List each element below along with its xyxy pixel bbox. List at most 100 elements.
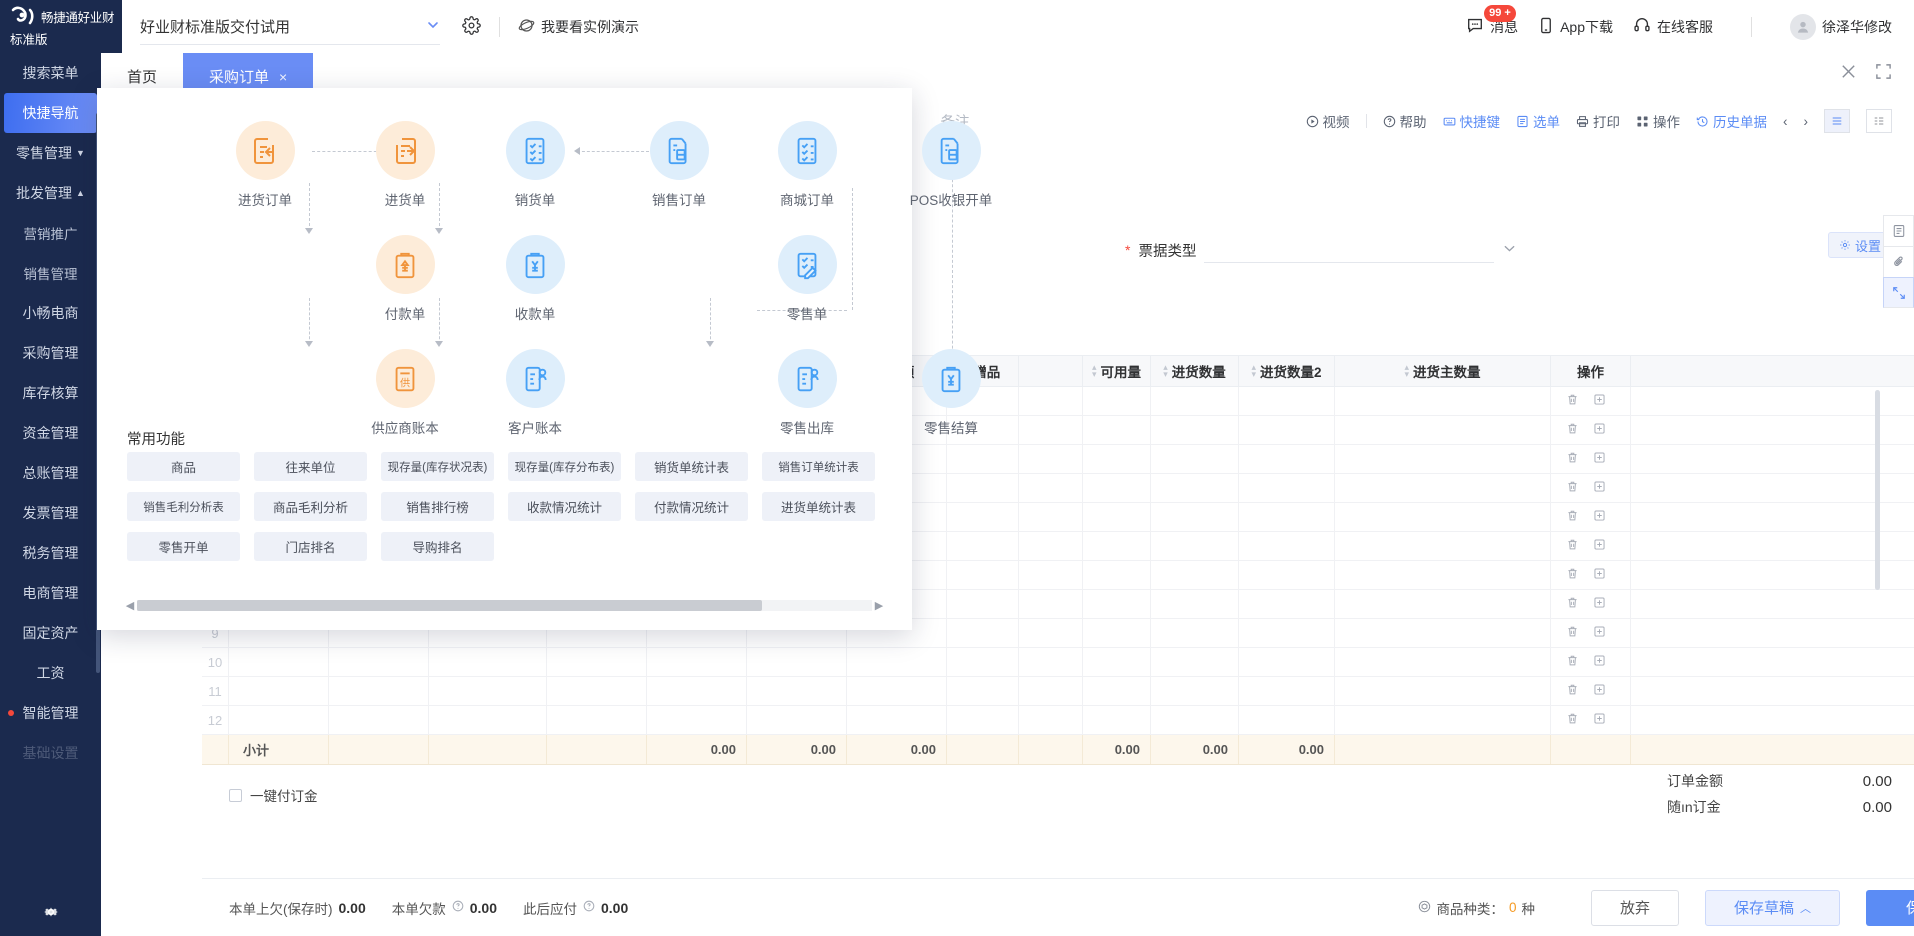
sidebar-item-search[interactable]: 搜索菜单 xyxy=(0,53,101,93)
grid-cell[interactable] xyxy=(1151,386,1239,416)
flow-node-pos[interactable]: POS收银开单 xyxy=(903,121,999,209)
sidebar-item-invoice[interactable]: 发票管理 xyxy=(0,493,101,533)
grid-cell[interactable] xyxy=(747,647,847,677)
flow-node-receipt[interactable]: 收款单 xyxy=(487,235,583,323)
grid-cell[interactable] xyxy=(329,705,429,735)
grid-cell[interactable] xyxy=(947,647,1019,677)
grid-cell[interactable] xyxy=(947,473,1019,503)
grid-cell[interactable] xyxy=(947,589,1019,619)
delete-icon[interactable] xyxy=(1566,567,1579,583)
grid-cell[interactable] xyxy=(847,647,947,677)
select-order-button[interactable]: 选单 xyxy=(1516,111,1560,131)
sidebar-item-funds[interactable]: 资金管理 xyxy=(0,413,101,453)
grid-cell[interactable] xyxy=(1335,473,1551,503)
grid-cell[interactable] xyxy=(1019,444,1083,474)
common-function-button[interactable]: 销售毛利分析表 xyxy=(127,492,240,521)
grid-cell[interactable] xyxy=(1083,502,1151,532)
scroll-track[interactable] xyxy=(137,600,872,611)
expand-icon[interactable] xyxy=(1883,277,1914,308)
user-menu[interactable]: 徐泽华修改 xyxy=(1790,13,1892,40)
sidebar-item-marketing[interactable]: 营销推广 xyxy=(0,213,101,253)
grid-cell[interactable] xyxy=(947,705,1019,735)
add-icon[interactable] xyxy=(1593,538,1606,554)
grid-cell[interactable] xyxy=(1239,647,1335,677)
add-icon[interactable] xyxy=(1593,712,1606,728)
grid-column-header[interactable]: ▴ ▾ 进货数量 xyxy=(1151,355,1239,387)
grid-cell[interactable] xyxy=(1083,705,1151,735)
common-function-button[interactable]: 零售开单 xyxy=(127,532,240,561)
grid-cell[interactable] xyxy=(1083,647,1151,677)
grid-cell[interactable] xyxy=(1019,386,1083,416)
grid-cell[interactable] xyxy=(947,415,1019,445)
add-icon[interactable] xyxy=(1593,480,1606,496)
sidebar-item-quick-nav[interactable]: 快捷导航 xyxy=(4,93,97,133)
help-icon[interactable] xyxy=(583,900,595,915)
scroll-thumb[interactable] xyxy=(137,600,762,611)
grid-cell[interactable] xyxy=(1335,647,1551,677)
grid-cell[interactable] xyxy=(1335,589,1551,619)
scroll-left-icon[interactable]: ◀ xyxy=(125,600,135,612)
grid-cell[interactable] xyxy=(1019,705,1083,735)
prev-page-button[interactable]: ‹ xyxy=(1783,113,1788,129)
grid-cell[interactable] xyxy=(1019,473,1083,503)
grid-cell[interactable] xyxy=(1239,560,1335,590)
add-icon[interactable] xyxy=(1593,596,1606,612)
grid-cell[interactable] xyxy=(1019,560,1083,590)
grid-cell[interactable] xyxy=(429,676,547,706)
common-function-button[interactable]: 商品 xyxy=(127,452,240,481)
grid-cell[interactable] xyxy=(1083,531,1151,561)
grid-cell[interactable] xyxy=(1151,705,1239,735)
row-actions[interactable] xyxy=(1551,531,1631,561)
operations-button[interactable]: 操作 xyxy=(1636,111,1680,131)
grid-cell[interactable] xyxy=(1019,647,1083,677)
row-actions[interactable] xyxy=(1551,560,1631,590)
grid-cell[interactable] xyxy=(547,647,647,677)
grid-cell[interactable] xyxy=(329,647,429,677)
bill-type-field[interactable]: * 票据类型 xyxy=(1125,230,1517,270)
help-icon[interactable] xyxy=(452,900,464,915)
grid-cell[interactable] xyxy=(329,676,429,706)
row-actions[interactable] xyxy=(1551,386,1631,416)
common-function-button[interactable]: 商品毛利分析 xyxy=(254,492,367,521)
grid-cell[interactable] xyxy=(1239,618,1335,648)
close-icon[interactable] xyxy=(1839,62,1858,87)
row-actions[interactable] xyxy=(1551,705,1631,735)
sidebar-item-fixed-assets[interactable]: 固定资产 xyxy=(0,613,101,653)
flow-node-retail-outbound[interactable]: 零售出库 xyxy=(759,349,855,437)
add-icon[interactable] xyxy=(1593,567,1606,583)
row-actions[interactable] xyxy=(1551,647,1631,677)
grid-cell[interactable] xyxy=(1083,473,1151,503)
grid-cell[interactable] xyxy=(947,531,1019,561)
grid-cell[interactable] xyxy=(647,705,747,735)
flow-node-purchase-order[interactable]: 进货订单 xyxy=(217,121,313,209)
grid-cell[interactable] xyxy=(647,676,747,706)
grid-cell[interactable] xyxy=(1239,705,1335,735)
grid-cell[interactable] xyxy=(847,473,947,503)
sidebar-item-smart[interactable]: 智能管理 xyxy=(0,693,101,733)
history-button[interactable]: 历史单据 xyxy=(1696,111,1767,131)
grid-cell[interactable] xyxy=(429,647,547,677)
sidebar-item-inventory[interactable]: 库存核算 xyxy=(0,373,101,413)
grid-cell[interactable] xyxy=(229,647,329,677)
flow-node-retail-order[interactable]: 零售单 xyxy=(759,235,855,323)
sidebar-item-sales[interactable]: 销售管理 xyxy=(0,253,101,293)
note-icon[interactable] xyxy=(1883,215,1914,246)
delete-icon[interactable] xyxy=(1566,538,1579,554)
grid-column-header[interactable]: ▴ ▾ 进货主数量 xyxy=(1335,355,1551,387)
list-view-icon[interactable] xyxy=(1824,109,1850,133)
common-function-button[interactable]: 销售订单统计表 xyxy=(762,452,875,481)
grid-cell[interactable] xyxy=(1151,618,1239,648)
row-actions[interactable] xyxy=(1551,589,1631,619)
grid-column-header[interactable]: 操作 xyxy=(1551,355,1631,387)
grid-cell[interactable] xyxy=(747,618,847,648)
save-draft-button[interactable]: 保存草稿 ︿ xyxy=(1704,889,1840,926)
common-function-button[interactable]: 现存量(库存分布表) xyxy=(508,452,621,481)
add-icon[interactable] xyxy=(1593,683,1606,699)
grid-cell[interactable] xyxy=(329,618,429,648)
add-icon[interactable] xyxy=(1593,451,1606,467)
sort-icon[interactable]: ▴▾ xyxy=(1404,362,1410,379)
grid-cell[interactable] xyxy=(1083,386,1151,416)
common-function-button[interactable]: 销售排行榜 xyxy=(381,492,494,521)
grid-cell[interactable] xyxy=(1335,618,1551,648)
grid-column-header[interactable]: ▴ ▾ 进货数量2 xyxy=(1239,355,1335,387)
